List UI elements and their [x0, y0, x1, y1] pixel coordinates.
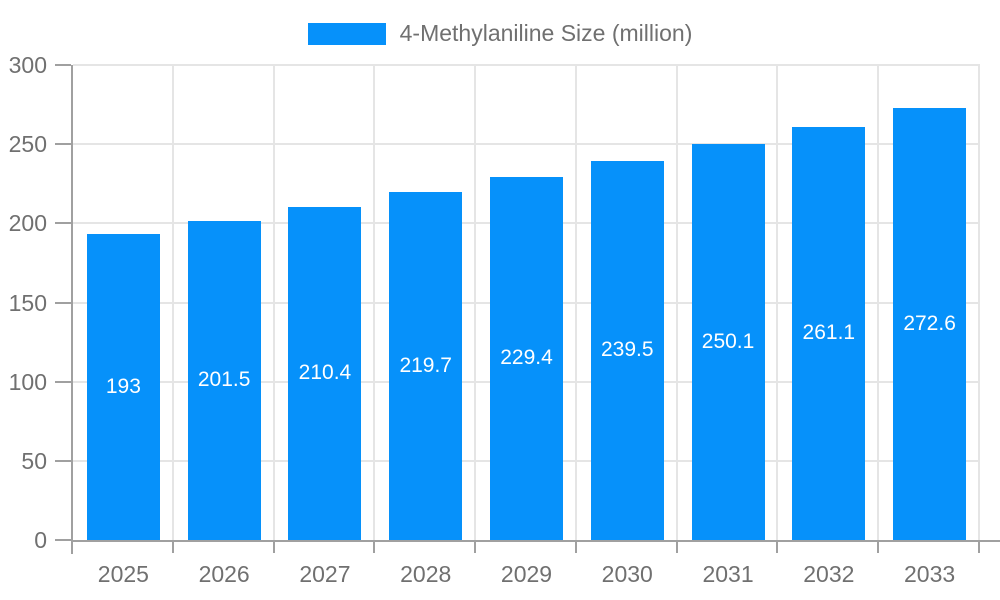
bar[interactable]: 229.4 [490, 176, 563, 540]
x-gridline [776, 65, 779, 540]
bar[interactable]: 239.5 [590, 160, 664, 540]
bar-value-label: 210.4 [298, 361, 352, 385]
x-gridline [574, 65, 577, 540]
y-axis-tick [55, 143, 71, 146]
bar-value-label: 272.6 [903, 312, 956, 336]
x-gridline [373, 65, 376, 540]
bar-value-label: 219.7 [399, 354, 452, 378]
x-axis-tick [675, 540, 678, 553]
bar[interactable]: 193 [86, 234, 160, 540]
bar-value-label: 250.1 [701, 330, 755, 353]
x-axis-line [71, 540, 1000, 542]
y-gridline [73, 64, 980, 66]
y-axis-label: 100 [8, 368, 47, 395]
bar[interactable]: 219.7 [389, 192, 463, 540]
y-axis-tick [55, 459, 71, 462]
y-axis-tick [55, 380, 71, 383]
x-axis-tick [272, 540, 275, 553]
y-axis-label: 200 [8, 210, 47, 237]
x-gridline [474, 65, 477, 540]
x-axis-tick [574, 540, 577, 553]
y-axis-label: 300 [8, 52, 47, 78]
x-gridline [978, 65, 980, 540]
y-axis-label: 0 [34, 527, 47, 553]
x-axis-label: 2030 [601, 561, 653, 587]
x-gridline [272, 65, 275, 540]
bar[interactable]: 201.5 [187, 220, 261, 540]
x-axis-tick [978, 540, 980, 553]
x-axis-tick [171, 540, 174, 553]
y-axis-tick [55, 539, 71, 541]
y-gridline [73, 143, 980, 146]
x-axis-label: 2025 [97, 561, 149, 587]
bar[interactable]: 250.1 [691, 144, 765, 540]
x-axis-label: 2029 [500, 561, 553, 587]
bar-value-label: 201.5 [197, 368, 251, 392]
x-axis-label: 2032 [803, 561, 855, 587]
y-axis-line [71, 65, 73, 554]
legend-swatch-icon [307, 22, 386, 45]
bar[interactable]: 272.6 [893, 108, 967, 540]
y-axis-tick [55, 301, 71, 304]
legend[interactable]: 4-Methylaniline Size (million) [0, 20, 1000, 47]
x-axis-label: 2028 [400, 561, 452, 587]
bar-value-label: 239.5 [600, 338, 654, 362]
x-axis-label: 2033 [904, 561, 956, 587]
x-axis-tick [776, 540, 779, 553]
bar-value-label: 193 [105, 375, 141, 399]
y-axis-label: 150 [8, 289, 47, 316]
x-gridline [675, 65, 678, 540]
x-axis-label: 2031 [702, 561, 754, 587]
y-axis-tick [55, 64, 71, 66]
bar-value-label: 229.4 [500, 346, 553, 370]
x-gridline [171, 65, 174, 540]
x-gridline [877, 65, 880, 540]
legend-label: 4-Methylaniline Size (million) [399, 20, 693, 46]
x-axis-tick [474, 540, 477, 553]
y-axis-tick [55, 222, 71, 225]
plot-area: 0 50 100 150 200 250 300 193 2025 201.5 2026 210.4 2… [9, 52, 1000, 587]
bar[interactable]: 261.1 [792, 126, 866, 540]
y-axis-label: 250 [8, 131, 47, 158]
x-axis-label: 2026 [198, 561, 250, 587]
x-axis-tick [373, 540, 376, 553]
bar-value-label: 261.1 [802, 321, 856, 345]
x-axis-tick [71, 540, 73, 553]
x-axis-tick [877, 540, 880, 553]
x-axis-label: 2027 [299, 561, 351, 587]
y-axis-label: 50 [21, 447, 47, 474]
bar[interactable]: 210.4 [288, 206, 362, 540]
